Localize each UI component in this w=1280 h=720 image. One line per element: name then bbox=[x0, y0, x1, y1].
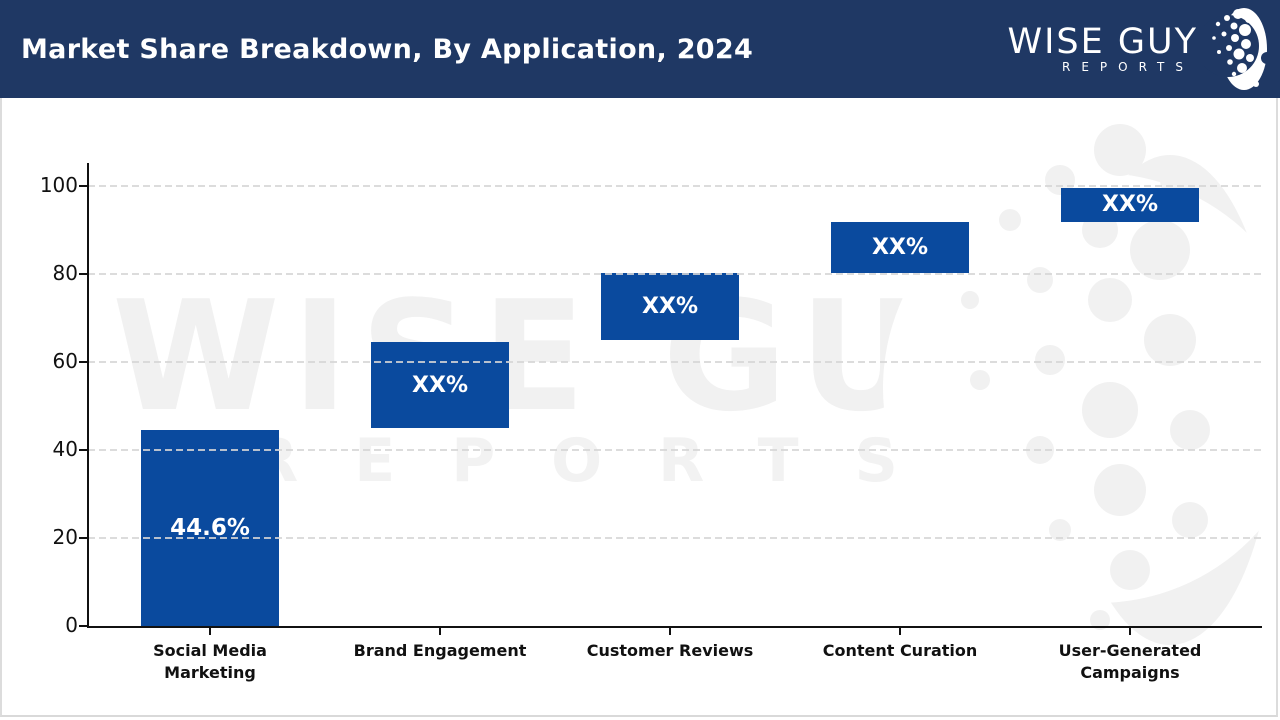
y-tick-label: 60 bbox=[52, 349, 78, 373]
bar-4: XX% bbox=[831, 222, 969, 273]
watermark-sub: REPORTS bbox=[252, 426, 954, 496]
watermark-head-icon bbox=[883, 124, 1275, 645]
bar-value-label: XX% bbox=[872, 234, 928, 260]
bar-value-label: XX% bbox=[1102, 192, 1158, 218]
x-tick-mark bbox=[209, 628, 211, 635]
x-category-label: Brand Engagement bbox=[325, 640, 555, 662]
y-tick-label: 40 bbox=[52, 437, 78, 461]
y-tick-mark bbox=[79, 185, 87, 187]
brand-logo: WISE GUY REPORTS bbox=[1007, 0, 1268, 98]
y-tick-label: 80 bbox=[52, 261, 78, 285]
x-axis-line bbox=[87, 626, 1262, 628]
x-category-label-line: Brand Engagement bbox=[353, 641, 527, 660]
x-tick-mark bbox=[439, 628, 441, 635]
x-category-label: Social Media Marketing bbox=[95, 640, 325, 684]
gridline bbox=[88, 537, 1262, 539]
bar-2: XX% bbox=[371, 342, 509, 429]
x-category-label: User-Generated Campaigns bbox=[1015, 640, 1245, 684]
y-tick-mark bbox=[79, 449, 87, 451]
y-tick-mark bbox=[79, 273, 87, 275]
gridline bbox=[88, 449, 1262, 451]
logo-brand-text: WISE GUY bbox=[1007, 22, 1198, 62]
x-category-label: Customer Reviews bbox=[555, 640, 785, 662]
x-category-label: Content Curation bbox=[785, 640, 1015, 662]
x-category-label-line: Content Curation bbox=[822, 641, 978, 660]
y-tick-label: 20 bbox=[52, 525, 78, 549]
gridline bbox=[88, 273, 1262, 275]
gridline bbox=[88, 185, 1262, 187]
y-tick-mark bbox=[79, 537, 87, 539]
y-tick-mark bbox=[79, 625, 87, 627]
bar-5: XX% bbox=[1061, 187, 1199, 223]
bar-3: XX% bbox=[601, 272, 739, 341]
x-category-label-line: Campaigns bbox=[1080, 663, 1180, 682]
gridline bbox=[88, 361, 1262, 363]
x-category-label-line: Marketing bbox=[164, 663, 256, 682]
x-tick-mark bbox=[669, 628, 671, 635]
bar-1: 44.6% bbox=[141, 429, 279, 626]
x-category-label-line: User-Generated bbox=[1058, 641, 1202, 660]
logo-sub-text: REPORTS bbox=[1061, 60, 1194, 74]
page-title: Market Share Breakdown, By Application, … bbox=[21, 33, 754, 65]
y-axis-line bbox=[87, 163, 89, 628]
y-tick-label: 0 bbox=[65, 613, 78, 637]
bar-value-label: 44.6% bbox=[170, 514, 250, 541]
x-tick-mark bbox=[1129, 628, 1131, 635]
bar-value-label: XX% bbox=[642, 294, 698, 320]
x-category-label-line: Social Media bbox=[153, 641, 267, 660]
y-tick-label: 100 bbox=[39, 173, 78, 197]
header-bar: Market Share Breakdown, By Application, … bbox=[0, 0, 1280, 98]
x-category-label-line: Customer Reviews bbox=[586, 641, 754, 660]
logo-head-icon bbox=[1204, 8, 1268, 90]
x-tick-mark bbox=[899, 628, 901, 635]
y-tick-mark bbox=[79, 361, 87, 363]
bar-value-label: XX% bbox=[412, 372, 468, 398]
